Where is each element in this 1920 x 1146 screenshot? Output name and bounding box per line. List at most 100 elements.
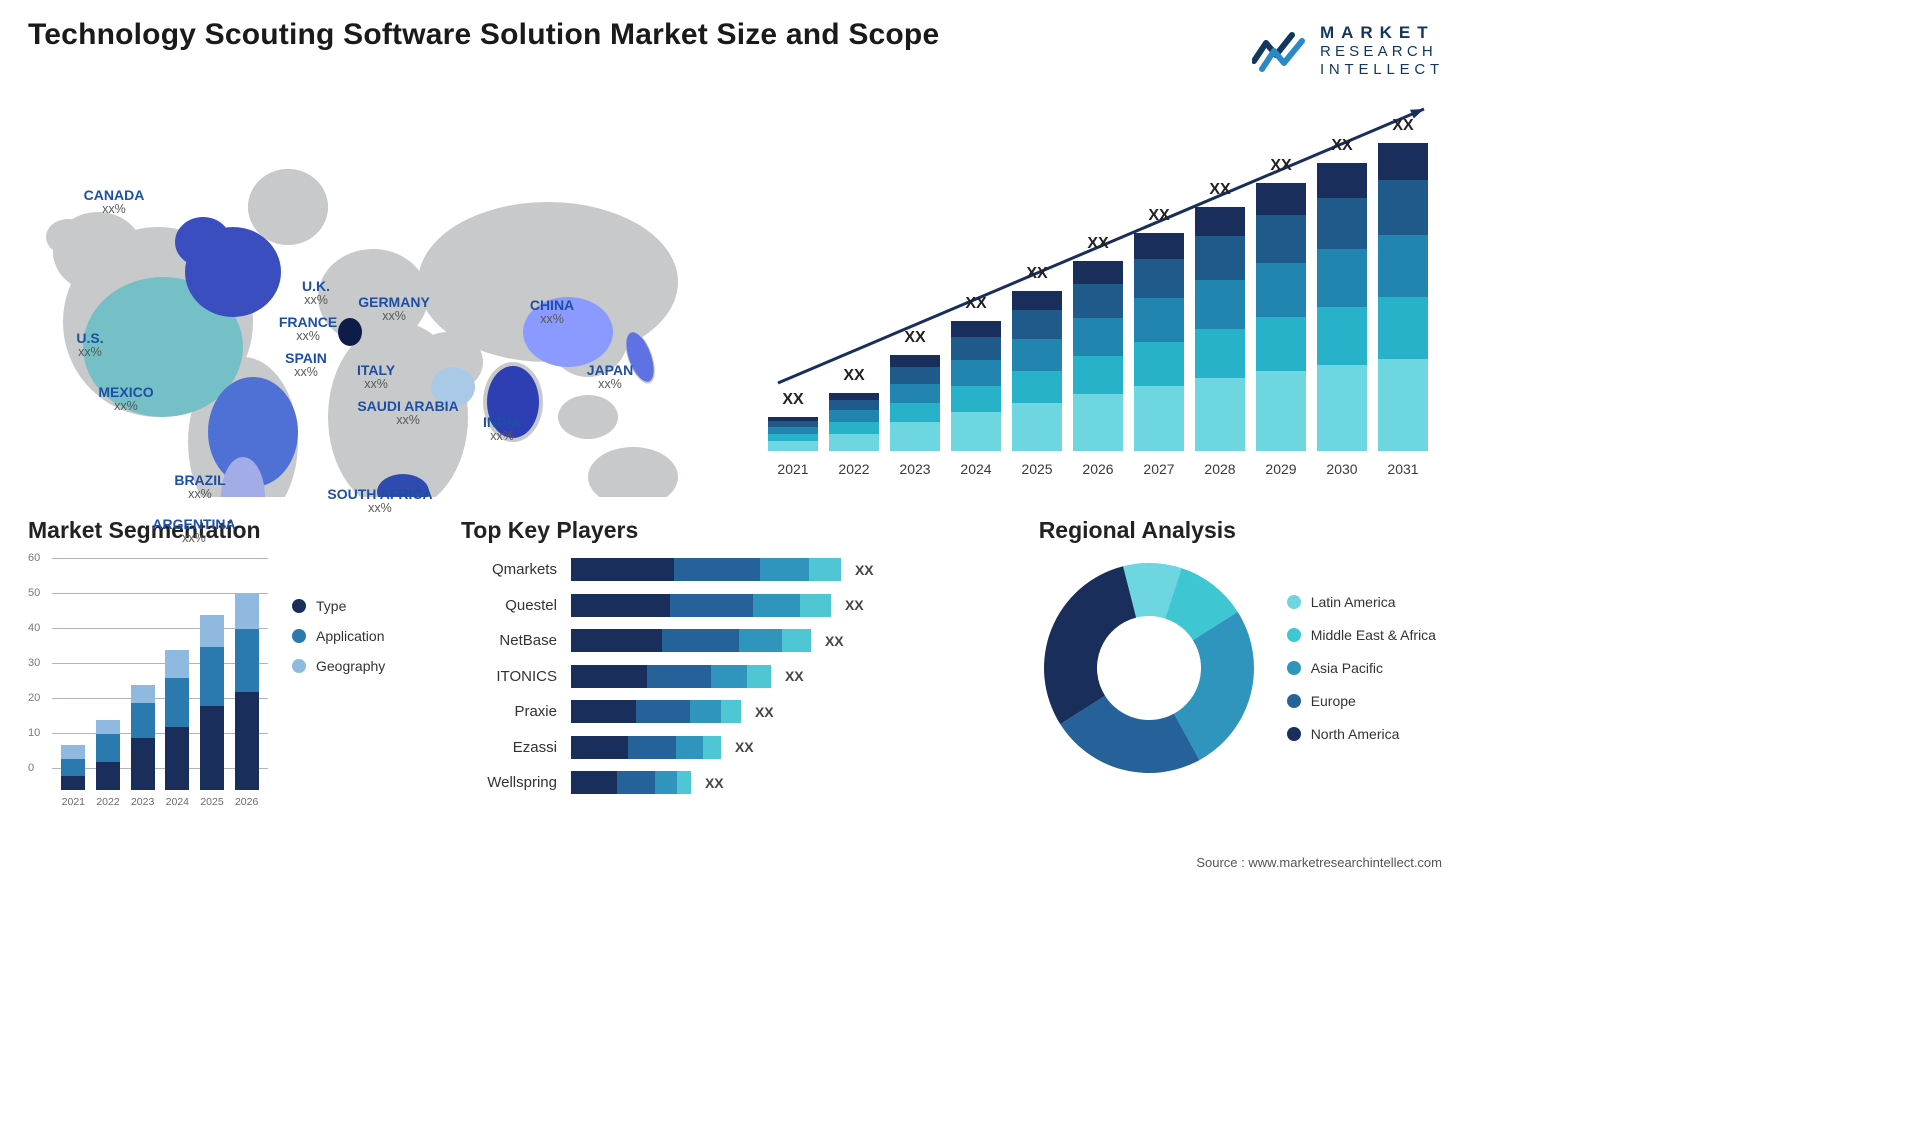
growth-xtick: 2029	[1256, 461, 1306, 477]
key-players-bars: XX XX XX XX XX XX XX	[571, 558, 1021, 794]
growth-xtick: 2031	[1378, 461, 1428, 477]
player-bar-row: XX	[571, 736, 1021, 759]
growth-bar-top-label: XX	[1073, 235, 1123, 253]
growth-bar-top-label: XX	[951, 295, 1001, 313]
segmentation-ytick: 60	[28, 552, 40, 564]
segmentation-xtick: 2026	[231, 796, 263, 808]
player-bar	[571, 594, 831, 617]
player-bar	[571, 771, 691, 794]
key-players-panel: Top Key Players Qmarkets Questel NetBase IT…	[461, 517, 1021, 837]
key-players-labels: Qmarkets Questel NetBase ITONICS Praxie Ezass…	[461, 558, 571, 794]
map-label: INDIAxx%	[483, 415, 521, 443]
player-bar-row: XX	[571, 700, 1021, 723]
player-bar	[571, 665, 771, 688]
player-name: Questel	[461, 594, 557, 617]
world-map-panel: CANADAxx%U.S.xx%MEXICOxx%BRAZILxx%ARGENT…	[28, 97, 728, 497]
growth-bar-top-label: XX	[1317, 137, 1367, 155]
segmentation-ytick: 0	[28, 762, 34, 774]
logo-line1: MARKET	[1320, 24, 1444, 41]
player-bar-value: XX	[735, 739, 754, 755]
regional-title: Regional Analysis	[1039, 517, 1444, 544]
player-bar-row: XX	[571, 665, 1021, 688]
segmentation-ytick: 20	[28, 692, 40, 704]
growth-bar-top-label: XX	[890, 329, 940, 347]
segmentation-legend: Type Application Geography	[292, 558, 385, 808]
growth-xtick: 2027	[1134, 461, 1184, 477]
segmentation-ytick: 10	[28, 727, 40, 739]
player-bar-value: XX	[755, 704, 774, 720]
regional-legend-item: Latin America	[1287, 594, 1436, 610]
segmentation-legend-item: Geography	[292, 658, 385, 674]
logo-line3: INTELLECT	[1320, 62, 1444, 77]
segmentation-bar	[96, 720, 120, 790]
growth-bar: XX	[768, 417, 818, 451]
key-players-title: Top Key Players	[461, 517, 1021, 544]
growth-bar: XX	[1378, 143, 1428, 451]
regional-legend-item: North America	[1287, 726, 1436, 742]
growth-bar-top-label: XX	[829, 367, 879, 385]
map-label: SAUDI ARABIAxx%	[357, 399, 458, 427]
logo-icon	[1252, 29, 1308, 73]
growth-bar-top-label: XX	[768, 391, 818, 409]
segmentation-bar	[200, 615, 224, 790]
player-bar-value: XX	[705, 775, 724, 791]
logo-line2: RESEARCH	[1320, 44, 1444, 59]
growth-xtick: 2026	[1073, 461, 1123, 477]
regional-legend-item: Europe	[1287, 693, 1436, 709]
growth-bar: XX	[1256, 183, 1306, 451]
segmentation-bar	[165, 650, 189, 790]
growth-bar: XX	[1317, 163, 1367, 451]
map-label: MEXICOxx%	[98, 385, 153, 413]
map-label: JAPANxx%	[587, 363, 633, 391]
player-name: ITONICS	[461, 665, 557, 688]
map-label: ITALYxx%	[357, 363, 395, 391]
player-bar-row: XX	[571, 771, 1021, 794]
player-bar-row: XX	[571, 594, 1021, 617]
brand-logo: MARKET RESEARCH INTELLECT	[1252, 18, 1444, 77]
segmentation-legend-item: Application	[292, 628, 385, 644]
player-bar-value: XX	[855, 562, 874, 578]
player-name: NetBase	[461, 629, 557, 652]
player-bar	[571, 700, 741, 723]
growth-xtick: 2028	[1195, 461, 1245, 477]
growth-xtick: 2024	[951, 461, 1001, 477]
segmentation-xtick: 2023	[127, 796, 159, 808]
map-label: SPAINxx%	[285, 351, 327, 379]
page-title: Technology Scouting Software Solution Ma…	[28, 18, 939, 52]
player-bar-row: XX	[571, 558, 1021, 581]
segmentation-xtick: 2022	[92, 796, 124, 808]
growth-bar: XX	[1073, 261, 1123, 451]
growth-bar: XX	[890, 355, 940, 451]
segmentation-bar	[235, 594, 259, 790]
player-name: Ezassi	[461, 736, 557, 759]
growth-xtick: 2021	[768, 461, 818, 477]
growth-bar-top-label: XX	[1195, 181, 1245, 199]
segmentation-xtick: 2021	[57, 796, 89, 808]
growth-bar: XX	[829, 393, 879, 451]
source-text: Source : www.marketresearchintellect.com	[1196, 855, 1442, 870]
segmentation-ytick: 40	[28, 622, 40, 634]
segmentation-ytick: 50	[28, 587, 40, 599]
map-label: CHINAxx%	[530, 298, 574, 326]
regional-panel: Regional Analysis Latin AmericaMiddle Ea…	[1039, 517, 1444, 837]
growth-bar-top-label: XX	[1256, 157, 1306, 175]
player-bar-row: XX	[571, 629, 1021, 652]
map-label: FRANCExx%	[279, 315, 337, 343]
segmentation-ytick: 30	[28, 657, 40, 669]
player-name: Qmarkets	[461, 558, 557, 581]
player-name: Praxie	[461, 700, 557, 723]
map-label: CANADAxx%	[84, 188, 145, 216]
growth-xtick: 2030	[1317, 461, 1367, 477]
growth-xtick: 2023	[890, 461, 940, 477]
segmentation-legend-item: Type	[292, 598, 385, 614]
growth-bar-top-label: XX	[1378, 117, 1428, 135]
segmentation-chart: 0102030405060202120222023202420252026	[28, 558, 268, 808]
growth-xtick: 2022	[829, 461, 879, 477]
map-label: BRAZILxx%	[174, 473, 225, 501]
regional-legend-item: Asia Pacific	[1287, 660, 1436, 676]
segmentation-bar	[131, 685, 155, 790]
growth-chart-panel: XX 2021 XX 2022 XX 2023 XX 2024 XX 2025 XX 2026 XX 20…	[728, 97, 1444, 497]
player-bar-value: XX	[845, 597, 864, 613]
growth-bar: XX	[951, 321, 1001, 451]
growth-xtick: 2025	[1012, 461, 1062, 477]
